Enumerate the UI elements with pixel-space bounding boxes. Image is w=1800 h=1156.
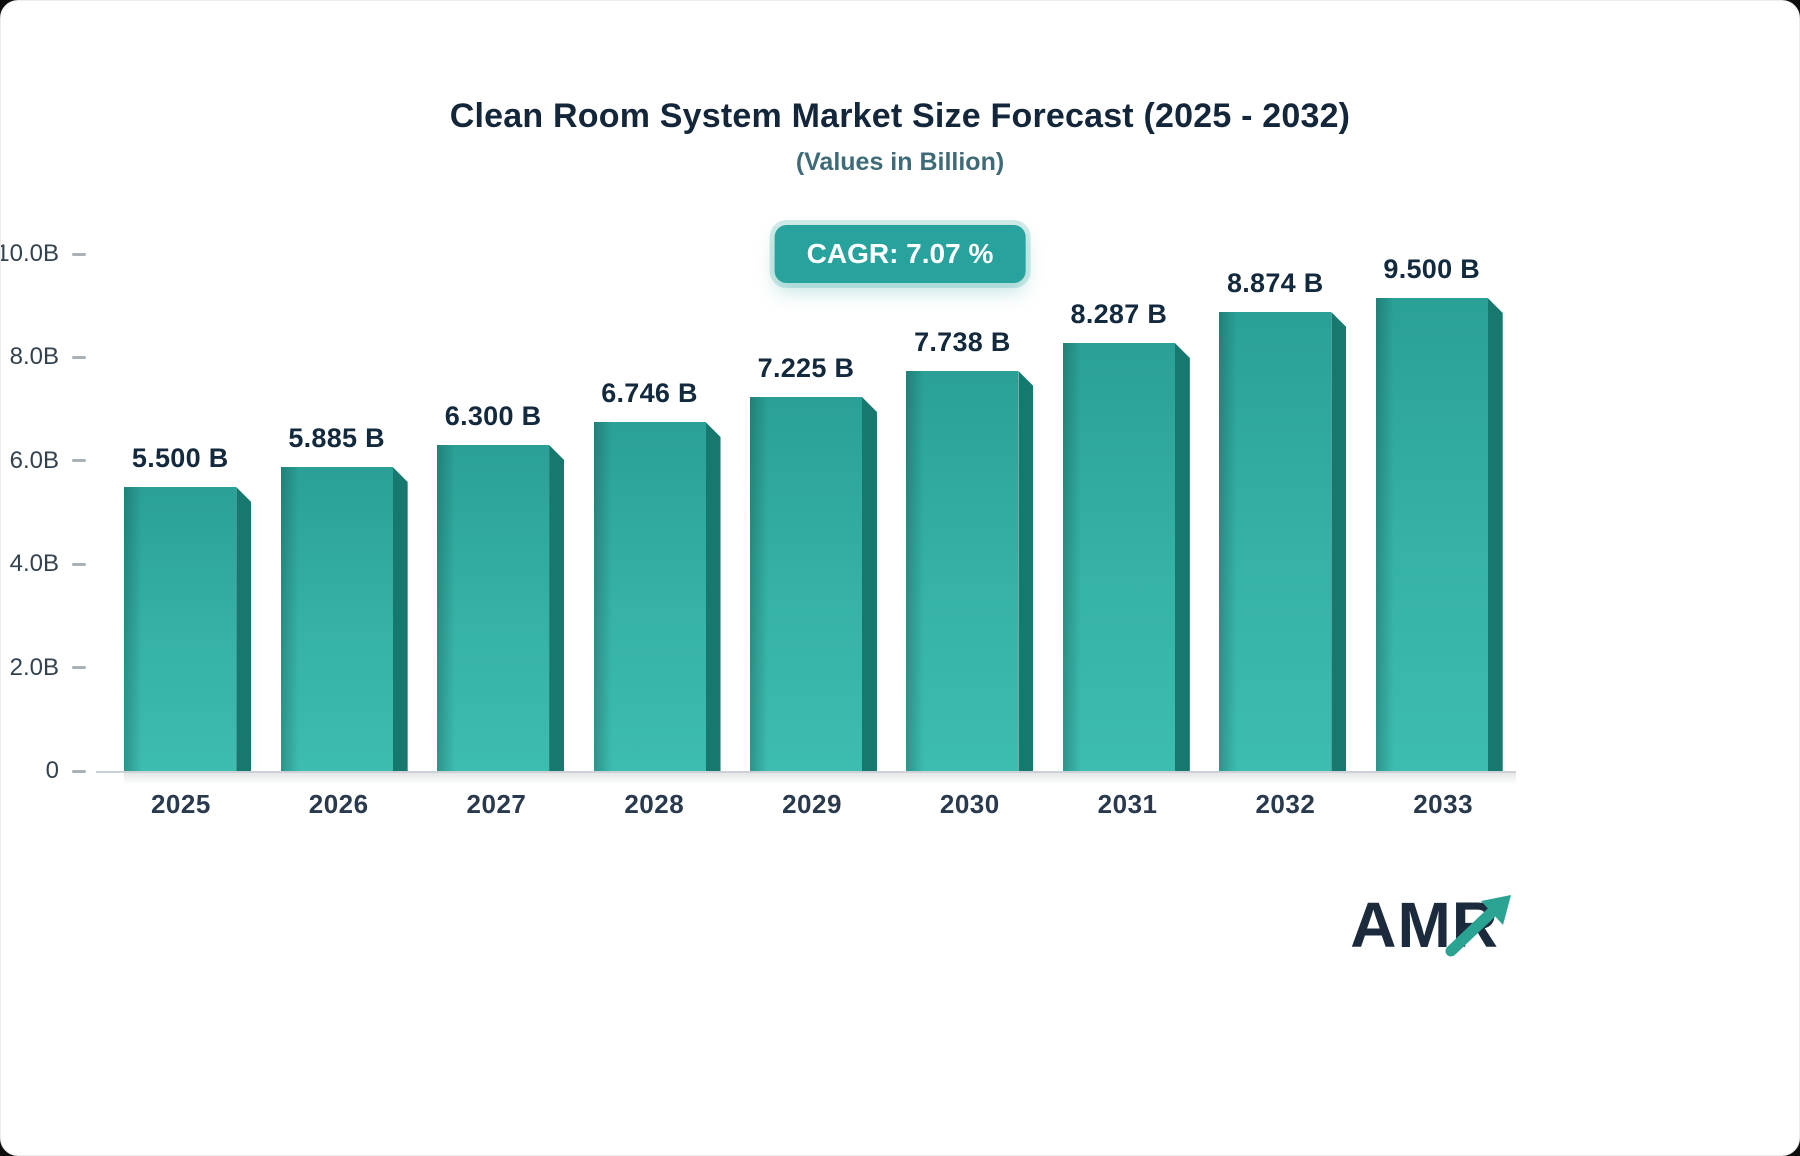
chart-subtitle: (Values in Billion): [795, 148, 1005, 176]
value-label: 6.746 B: [601, 378, 698, 408]
y-tick-label: 6.0B: [9, 446, 59, 474]
y-tick: 0: [1, 757, 86, 785]
cagr-badge: CAGR: 7.07 %: [774, 225, 1026, 283]
x-tick-label: 2029: [782, 789, 842, 819]
x-tick-label: 2033: [1413, 789, 1474, 819]
bar: [749, 397, 877, 771]
bars: 5.500 B 5.885 B 6.300 B 6.746 B 7.225 B 7.738…: [96, 254, 1516, 771]
bar-side-face: [1487, 298, 1503, 771]
x-tick-label: 2027: [466, 789, 527, 819]
bar: [1375, 298, 1503, 771]
bar-column: 8.874 B: [1197, 254, 1353, 771]
y-tick-mark: [72, 562, 86, 566]
bar-side-face: [1331, 312, 1347, 771]
y-tick-mark: [72, 252, 86, 256]
plot-area: 5.500 B 5.885 B 6.300 B 6.746 B 7.225 B 7.738…: [1, 240, 1517, 785]
bar-side-face: [1018, 371, 1034, 771]
bar-column: 7.738 B: [884, 254, 1040, 771]
bar-column: 9.500 B: [1354, 254, 1510, 771]
bar-column: 8.287 B: [1041, 254, 1197, 771]
brand-logo: AMR: [1350, 893, 1511, 957]
y-tick-label: 0: [45, 757, 59, 784]
bar: [906, 371, 1034, 771]
chart-title: Clean Room System Market Size Forecast (…: [449, 97, 1351, 135]
bar-side-face: [392, 467, 408, 771]
y-tick: 8.0B: [1, 343, 86, 371]
y-tick-mark: [72, 666, 86, 670]
bar-side-face: [236, 487, 252, 771]
value-label: 7.738 B: [914, 327, 1011, 357]
bar: [593, 422, 721, 771]
bar-column: 7.225 B: [728, 254, 884, 771]
y-tick: 4.0B: [1, 550, 86, 578]
bar-column: 6.300 B: [415, 254, 571, 771]
value-label: 7.225 B: [757, 353, 855, 383]
y-tick-mark: [72, 355, 86, 359]
y-tick: 6.0B: [1, 446, 86, 475]
bar: [1062, 343, 1190, 771]
bar: [437, 445, 565, 771]
bar: [1219, 312, 1347, 771]
growth-arrow-icon: [1445, 895, 1511, 957]
y-tick-label: 10.0B: [0, 240, 59, 267]
value-label: 5.500 B: [131, 443, 229, 473]
value-label: 8.287 B: [1070, 299, 1168, 329]
value-label: 8.874 B: [1226, 268, 1324, 298]
bar-side-face: [705, 422, 721, 771]
bar: [280, 467, 408, 771]
x-tick-label: 2032: [1255, 789, 1316, 819]
bar: [124, 487, 252, 771]
bar-column: 6.746 B: [571, 254, 727, 771]
bar-column: 5.500 B: [102, 254, 258, 771]
bar-side-face: [549, 445, 565, 771]
bar-side-face: [1174, 343, 1190, 771]
x-tick-label: 2025: [150, 789, 211, 819]
value-label: 9.500 B: [1383, 254, 1481, 284]
y-tick: 10.0B: [0, 240, 86, 268]
y-tick-mark: [72, 459, 86, 463]
y-tick-label: 2.0B: [9, 653, 59, 681]
bar-side-face: [861, 397, 877, 771]
bar-column: 5.885 B: [258, 254, 414, 771]
value-label: 6.300 B: [444, 401, 542, 431]
x-axis: 2025 2026 2027 2028 2029 2030 2031 2032 2033: [96, 789, 1528, 820]
x-tick-label: 2026: [308, 789, 369, 819]
x-tick-label: 2031: [1097, 789, 1158, 819]
y-tick: 2.0B: [1, 653, 86, 682]
value-label: 5.885 B: [288, 423, 385, 453]
y-tick-label: 4.0B: [9, 550, 59, 578]
x-tick-label: 2030: [939, 789, 1000, 819]
y-tick-mark: [72, 769, 86, 773]
x-tick-label: 2028: [624, 789, 685, 819]
y-tick-label: 8.0B: [9, 343, 59, 371]
